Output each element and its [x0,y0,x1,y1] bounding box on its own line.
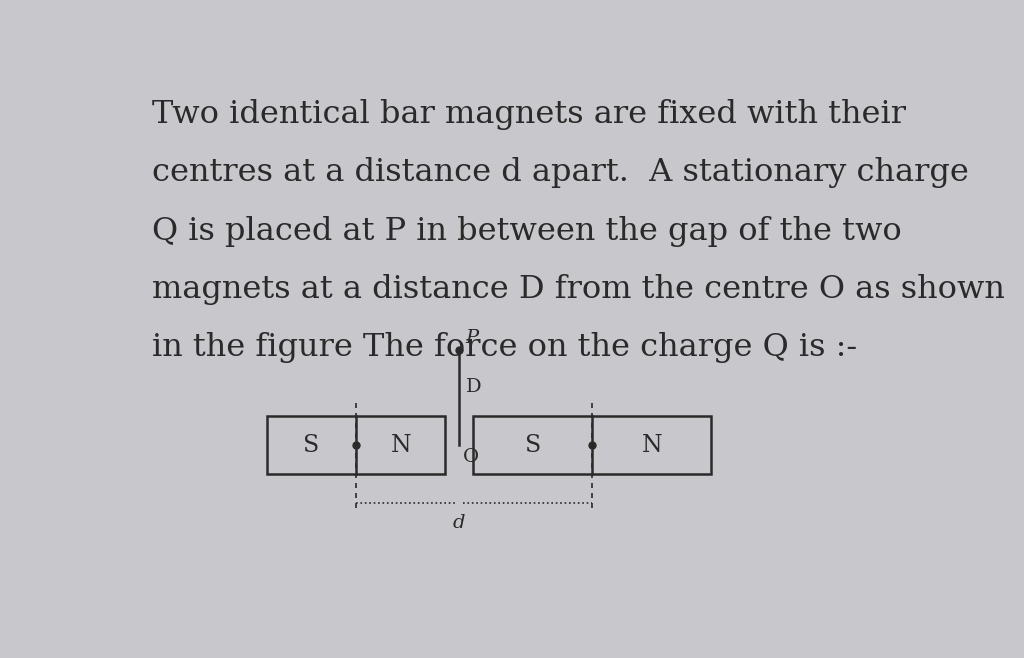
Text: centres at a distance d apart.  A stationary charge: centres at a distance d apart. A station… [152,157,969,188]
Text: Two identical bar magnets are fixed with their: Two identical bar magnets are fixed with… [152,99,906,130]
Text: P: P [466,330,479,347]
Bar [267,416,445,474]
Text: Q is placed at P in between the gap of the two: Q is placed at P in between the gap of t… [152,216,901,247]
Text: D: D [466,378,481,396]
Text: N: N [641,434,663,457]
Text: in the figure The force on the charge Q is :-: in the figure The force on the charge Q … [152,332,857,363]
Text: d: d [453,514,466,532]
Text: S: S [303,434,319,457]
Text: magnets at a distance D from the centre O as shown: magnets at a distance D from the centre … [152,274,1005,305]
Text: O: O [463,447,479,466]
Text: S: S [524,434,541,457]
Text: N: N [390,434,411,457]
Bar [473,416,712,474]
